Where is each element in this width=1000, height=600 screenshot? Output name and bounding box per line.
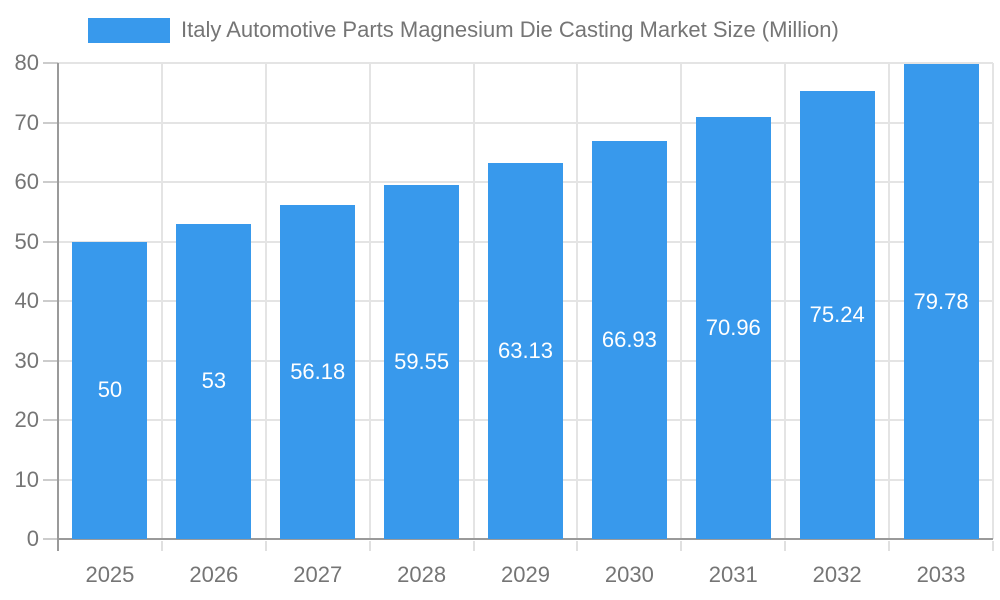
bar-value-label: 63.13 (497, 338, 554, 364)
x-gridline (992, 63, 994, 539)
bar: 59.55 (384, 184, 460, 539)
bar: 56.18 (280, 204, 356, 539)
x-tick-label: 2033 (916, 562, 966, 587)
bar-value-label: 53 (201, 368, 227, 394)
bar: 63.13 (488, 163, 563, 539)
bar-value-label: 66.93 (601, 326, 657, 352)
chart-legend: Italy Automotive Parts Magnesium Die Cas… (88, 17, 839, 43)
y-tick-label: 50 (14, 228, 39, 254)
bar: 53 (176, 223, 252, 539)
x-tick-label: 2025 (85, 562, 135, 587)
x-gridline (472, 63, 475, 539)
y-tick-label: 40 (14, 288, 39, 313)
y-axis-tick (43, 478, 58, 481)
y-axis-tick (43, 181, 58, 183)
y-axis-tick (43, 62, 58, 64)
y-axis-tick (43, 240, 58, 243)
x-axis-tick (576, 541, 579, 551)
y-tick-label: 20 (14, 407, 39, 432)
x-gridline (680, 63, 683, 539)
y-axis-tick (43, 359, 58, 362)
x-axis-tick (992, 541, 994, 551)
x-axis-tick (784, 541, 787, 551)
bar-value-label: 75.24 (809, 302, 865, 328)
y-axis-tick (43, 121, 58, 124)
legend-swatch (88, 17, 170, 43)
x-tick-label: 2027 (293, 562, 343, 587)
y-tick-label: 30 (14, 347, 39, 373)
x-tick-label: 2031 (708, 562, 758, 587)
bar: 66.93 (591, 140, 667, 539)
x-tick-label: 2032 (812, 562, 862, 587)
y-axis-tick (43, 300, 58, 302)
x-axis-tick (264, 541, 267, 551)
bar: 75.24 (799, 91, 875, 539)
bar: 70.96 (695, 116, 771, 539)
y-tick-label: 70 (14, 109, 39, 135)
x-axis-tick (368, 541, 371, 551)
y-axis-tick (43, 538, 58, 540)
y-tick-label: 60 (14, 169, 39, 194)
x-axis-tick (160, 541, 163, 551)
legend-label: Italy Automotive Parts Magnesium Die Cas… (181, 17, 839, 42)
x-gridline (264, 63, 267, 539)
x-gridline (576, 63, 579, 539)
x-axis-tick (888, 541, 891, 551)
bar-value-label: 56.18 (290, 358, 346, 384)
bar: 79.78 (903, 64, 979, 539)
bar-value-label: 50 (97, 377, 123, 403)
y-axis-line (57, 63, 59, 551)
x-gridline (368, 63, 371, 539)
y-axis-tick (43, 419, 58, 421)
bar: 50 (72, 241, 148, 539)
bar-value-label: 79.78 (913, 288, 969, 314)
bar-value-label: 59.55 (394, 348, 450, 374)
x-gridline (784, 63, 787, 539)
y-tick-label: 0 (26, 526, 39, 551)
y-tick-label: 80 (14, 50, 39, 75)
x-axis-tick (680, 541, 683, 551)
x-tick-label: 2029 (501, 562, 550, 587)
x-tick-label: 2026 (189, 562, 239, 587)
x-axis-tick (472, 541, 475, 551)
x-tick-label: 2028 (397, 562, 447, 587)
y-gridline (58, 62, 993, 64)
x-gridline (160, 63, 163, 539)
y-tick-label: 10 (14, 466, 39, 492)
bar-value-label: 70.96 (705, 314, 761, 340)
x-axis-line (58, 538, 993, 540)
y-gridline (58, 121, 993, 124)
x-gridline (888, 63, 891, 539)
x-tick-label: 2030 (604, 562, 654, 587)
